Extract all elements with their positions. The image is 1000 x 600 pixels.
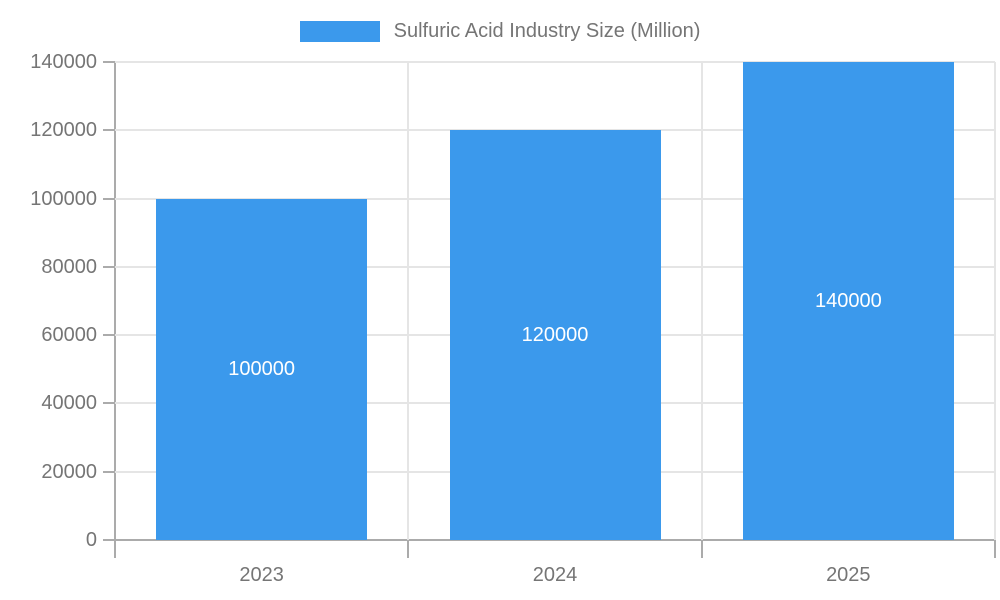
y-gridline [115,61,995,63]
x-axis-tick [407,540,410,558]
category-boundary-gridline [700,62,703,540]
y-axis-tick [103,265,115,268]
y-axis-tick [103,402,115,405]
legend-label: Sulfuric Acid Industry Size (Million) [393,19,701,42]
y-tick-label: 140000 [30,51,97,73]
legend[interactable]: Sulfuric Acid Industry Size (Million) [0,16,1000,46]
y-axis-tick [103,197,115,200]
y-axis-tick [103,470,115,473]
x-axis-line [114,539,995,541]
y-tick-label: 20000 [41,460,97,483]
x-axis-tick [700,540,703,558]
bar-value-label: 140000 [814,290,882,312]
bar-value-label: 120000 [521,324,589,347]
bar [156,198,368,540]
legend-swatch [299,20,380,42]
y-axis-tick [103,539,115,541]
y-tick-label: 60000 [41,324,97,347]
y-tick-label: 40000 [41,392,97,415]
plot-area: 100000 120000 140000 [115,61,996,540]
x-axis-tick [994,540,996,558]
y-tick-label: 120000 [30,119,97,142]
y-axis-tick [103,61,115,63]
bar [449,130,661,540]
x-tick-label: 2023 [239,564,284,586]
bar [742,62,954,540]
y-axis-tick [103,334,115,337]
y-tick-label: 0 [85,529,97,551]
y-tick-label: 80000 [41,255,97,278]
y-axis-line [114,62,116,558]
x-tick-label: 2025 [826,564,871,586]
y-axis-tick [103,129,115,132]
x-tick-label: 2024 [532,564,578,586]
category-boundary-gridline [994,62,996,540]
y-tick-label: 100000 [30,187,97,210]
category-boundary-gridline [407,62,410,540]
bar-value-label: 100000 [228,358,296,381]
